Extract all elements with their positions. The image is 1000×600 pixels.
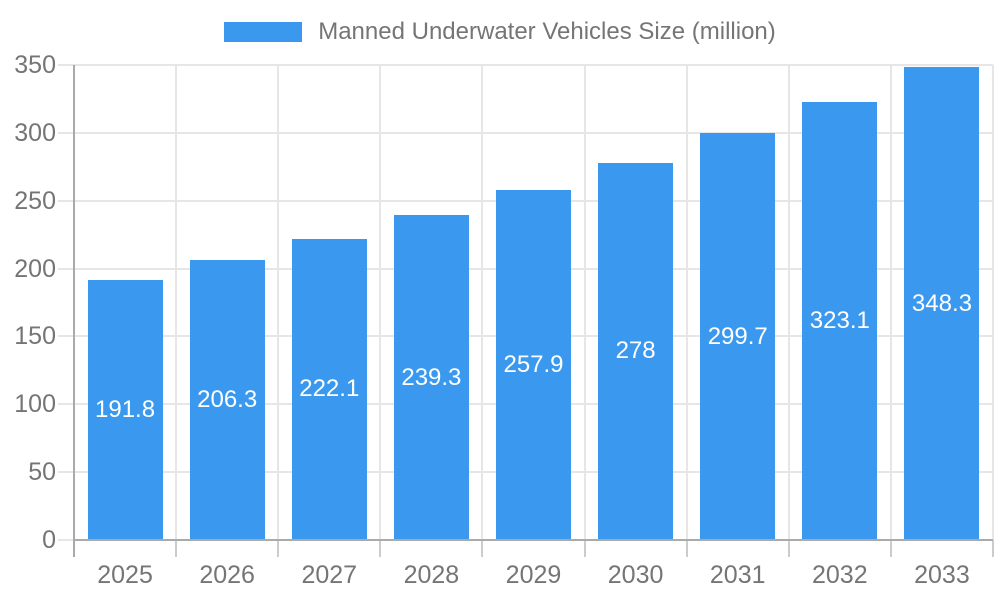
x-axis-label-2025: 2025: [97, 561, 153, 589]
x-axis-tick-3: [379, 540, 382, 557]
x-axis-tick-1: [175, 540, 178, 557]
bar-value-label-2027: 222.1: [299, 375, 360, 403]
bar-value-label-2025: 191.8: [95, 395, 156, 423]
x-axis-tick-2: [277, 540, 280, 557]
legend-label: Manned Underwater Vehicles Size (million…: [318, 18, 776, 45]
x-axis-tick-8: [889, 540, 892, 557]
x-axis-label-2032: 2032: [812, 561, 868, 589]
bar-value-label-2030: 278: [615, 337, 656, 365]
x-axis-tick-6: [685, 540, 688, 557]
x-gridline-4: [481, 65, 484, 540]
bar-value-label-2032: 323.1: [809, 306, 870, 334]
bar-value-label-2026: 206.3: [197, 386, 258, 413]
legend-item[interactable]: Manned Underwater Vehicles Size (million…: [0, 18, 1000, 46]
x-axis-tick-7: [787, 540, 790, 557]
y-axis-label-150: 150: [14, 322, 56, 351]
bar-2032[interactable]: 323.1: [802, 101, 878, 540]
y-axis-label-250: 250: [14, 186, 56, 215]
bar-2033[interactable]: 348.3: [904, 67, 980, 540]
y-axis-label-100: 100: [14, 390, 56, 419]
y-axis-label-0: 0: [42, 526, 56, 554]
x-axis-tick-9: [992, 540, 994, 557]
bar-value-label-2029: 257.9: [503, 350, 564, 378]
bar-2030[interactable]: 278: [598, 162, 674, 540]
x-gridline-8: [889, 65, 892, 540]
y-axis-label-350: 350: [14, 51, 56, 79]
bar-2025[interactable]: 191.8: [87, 279, 163, 540]
x-axis-label-2027: 2027: [301, 561, 358, 589]
x-gridline-3: [379, 65, 382, 540]
bar-2026[interactable]: 206.3: [189, 260, 265, 540]
x-gridline-7: [787, 65, 790, 540]
x-axis-label-2028: 2028: [403, 561, 460, 589]
bar-value-label-2033: 348.3: [911, 289, 972, 317]
y-gridline-300: [58, 131, 993, 134]
x-axis-label-2031: 2031: [709, 561, 766, 589]
x-axis-line: [74, 539, 993, 541]
x-gridline-1: [175, 65, 178, 540]
y-axis-label-50: 50: [28, 458, 56, 487]
bar-value-label-2028: 239.3: [401, 363, 462, 391]
bar-2031[interactable]: 299.7: [700, 133, 776, 540]
x-axis-label-2029: 2029: [505, 561, 562, 589]
x-gridline-5: [583, 65, 586, 540]
y-gridline-350: [58, 64, 993, 66]
x-axis-tick-5: [583, 540, 586, 557]
bar-2027[interactable]: 222.1: [291, 238, 367, 540]
y-axis-line: [73, 65, 75, 557]
bar-value-label-2031: 299.7: [707, 322, 768, 350]
legend-swatch: [224, 22, 303, 42]
bar-2028[interactable]: 239.3: [393, 215, 469, 540]
x-gridline-6: [685, 65, 688, 540]
y-axis-label-300: 300: [14, 118, 56, 147]
x-axis-tick-4: [481, 540, 484, 557]
x-axis-label-2033: 2033: [914, 561, 970, 589]
x-axis-label-2030: 2030: [607, 561, 664, 589]
x-gridline-9: [992, 65, 994, 540]
x-gridline-2: [277, 65, 280, 540]
x-axis-label-2026: 2026: [199, 561, 255, 589]
bar-2029[interactable]: 257.9: [496, 189, 571, 540]
y-axis-label-200: 200: [14, 254, 56, 283]
